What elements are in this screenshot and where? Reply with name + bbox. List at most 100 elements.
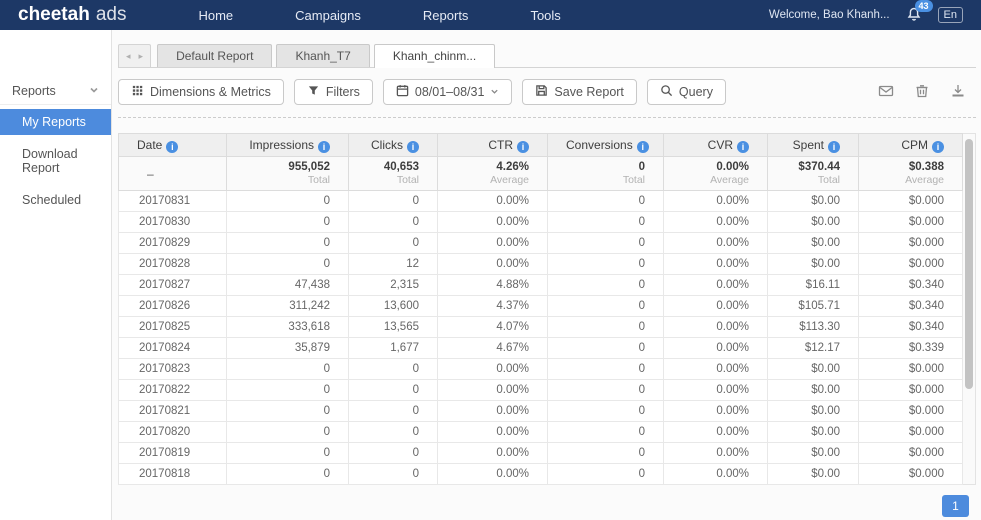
email-report-button[interactable] bbox=[878, 83, 894, 102]
date-cell: 20170818 bbox=[118, 463, 227, 485]
main-content: ◂ ▸ Default Report Khanh_T7 Khanh_chinm.… bbox=[112, 30, 981, 520]
table-row: 20170822 0 0 0.00% 0 0.00% $0.00 $0.000 bbox=[118, 379, 963, 401]
save-report-button[interactable]: Save Report bbox=[522, 79, 637, 105]
summary-cell: 0.00% Average bbox=[663, 156, 768, 191]
date-cell: 20170823 bbox=[118, 358, 227, 380]
column-label: Date bbox=[137, 137, 163, 152]
metric-cell: $0.340 bbox=[858, 274, 963, 296]
date-range-label: 08/01–08/31 bbox=[414, 85, 485, 99]
metric-cell: 4.88% bbox=[437, 274, 548, 296]
info-icon[interactable] bbox=[636, 140, 649, 153]
column-label: Clicks bbox=[371, 137, 403, 152]
column-header-clicks[interactable]: Clicks bbox=[348, 133, 438, 157]
metric-cell: 0.00% bbox=[437, 358, 548, 380]
metric-cell: 0.00% bbox=[437, 421, 548, 443]
metric-cell: 311,242 bbox=[226, 295, 349, 317]
notifications-button[interactable]: 43 bbox=[906, 0, 933, 25]
column-header-impressions[interactable]: Impressions bbox=[226, 133, 349, 157]
metric-cell: 0.00% bbox=[437, 400, 548, 422]
metric-cell: 0 bbox=[547, 295, 664, 317]
column-header-cvr[interactable]: CVR bbox=[663, 133, 768, 157]
info-icon[interactable] bbox=[932, 140, 944, 153]
sidebar-section-reports[interactable]: Reports bbox=[0, 78, 111, 105]
nav-item-tools[interactable]: Tools bbox=[530, 7, 561, 23]
table-summary-row: – 955,052 Total 40,653 Total 4.26% Average … bbox=[118, 156, 963, 191]
info-icon[interactable] bbox=[318, 140, 330, 153]
metric-cell: 4.07% bbox=[437, 316, 548, 338]
metric-cell: 0 bbox=[547, 442, 664, 464]
metric-cell: 0 bbox=[547, 211, 664, 233]
metric-cell: $0.00 bbox=[767, 211, 859, 233]
info-icon[interactable] bbox=[737, 140, 749, 153]
tab-khanh-chinm[interactable]: Khanh_chinm... bbox=[373, 44, 496, 68]
dimensions-metrics-button[interactable]: Dimensions & Metrics bbox=[118, 79, 284, 105]
filters-button[interactable]: Filters bbox=[293, 79, 373, 105]
sidebar-item-scheduled[interactable]: Scheduled bbox=[22, 193, 82, 207]
tab-scroll-left-icon[interactable]: ◂ bbox=[126, 50, 131, 61]
filter-funnel-icon bbox=[307, 84, 320, 100]
summary-label: Total bbox=[817, 174, 840, 186]
table-header-row: Date Impressions Clicks CTR Conversions … bbox=[118, 133, 963, 157]
summary-value: 0 bbox=[638, 161, 645, 173]
metric-cell: $0.000 bbox=[858, 358, 963, 380]
metric-cell: $0.000 bbox=[858, 442, 963, 464]
metric-cell: $0.000 bbox=[858, 379, 963, 401]
page-1-button[interactable]: 1 bbox=[942, 495, 969, 517]
metric-cell: $0.000 bbox=[858, 253, 963, 275]
app-logo[interactable]: cheetah ads bbox=[18, 4, 126, 26]
logo-text-light: ads bbox=[95, 4, 127, 25]
column-header-spent[interactable]: Spent bbox=[767, 133, 859, 157]
sidebar-item-my-reports[interactable]: My Reports bbox=[0, 109, 111, 135]
metric-cell: $0.00 bbox=[767, 463, 859, 485]
date-cell: 20170828 bbox=[118, 253, 227, 275]
nav-item-reports[interactable]: Reports bbox=[422, 7, 469, 23]
language-selector[interactable]: En bbox=[937, 7, 963, 23]
metric-cell: 13,565 bbox=[348, 316, 438, 338]
column-header-conversions[interactable]: Conversions bbox=[547, 133, 664, 157]
notification-count-badge: 43 bbox=[914, 0, 933, 12]
delete-report-button[interactable] bbox=[914, 83, 930, 102]
summary-value: 4.26% bbox=[496, 161, 529, 173]
table-vertical-scrollbar bbox=[963, 133, 976, 485]
date-cell: 20170820 bbox=[118, 421, 227, 443]
date-cell: 20170830 bbox=[118, 211, 227, 233]
metric-cell: 0.00% bbox=[663, 442, 768, 464]
tab-scroll-arrows: ◂ ▸ bbox=[118, 44, 152, 67]
download-report-button[interactable] bbox=[950, 83, 966, 102]
metric-cell: $0.00 bbox=[767, 400, 859, 422]
column-label: Impressions bbox=[249, 137, 314, 152]
info-icon[interactable] bbox=[166, 140, 179, 153]
info-icon[interactable] bbox=[407, 140, 419, 153]
metric-cell: 0.00% bbox=[663, 232, 768, 254]
table-row: 20170820 0 0 0.00% 0 0.00% $0.00 $0.000 bbox=[118, 421, 963, 443]
metric-cell: 0 bbox=[348, 463, 438, 485]
info-icon[interactable] bbox=[828, 140, 840, 153]
query-button[interactable]: Query bbox=[646, 79, 726, 105]
column-header-date[interactable]: Date bbox=[118, 133, 227, 157]
metric-cell: 0.00% bbox=[663, 358, 768, 380]
metric-cell: 0 bbox=[226, 211, 349, 233]
column-header-ctr[interactable]: CTR bbox=[437, 133, 548, 157]
metric-cell: 1,677 bbox=[348, 337, 438, 359]
table-row: 20170823 0 0 0.00% 0 0.00% $0.00 $0.000 bbox=[118, 358, 963, 380]
date-range-picker[interactable]: 08/01–08/31 bbox=[382, 79, 513, 105]
summary-label: Average bbox=[905, 174, 944, 186]
summary-cell: 4.26% Average bbox=[437, 156, 548, 191]
metric-cell: 47,438 bbox=[226, 274, 349, 296]
nav-item-home[interactable]: Home bbox=[198, 7, 234, 23]
metric-cell: 12 bbox=[348, 253, 438, 275]
nav-item-campaigns[interactable]: Campaigns bbox=[295, 7, 361, 23]
info-icon[interactable] bbox=[517, 140, 529, 153]
column-header-cpm[interactable]: CPM bbox=[858, 133, 963, 157]
tab-scroll-right-icon[interactable]: ▸ bbox=[138, 50, 144, 61]
scrollbar-thumb[interactable] bbox=[965, 139, 973, 389]
summary-cell: $0.388 Average bbox=[858, 156, 963, 191]
sidebar-item-download-report[interactable]: Download Report bbox=[22, 147, 78, 175]
tab-default-report[interactable]: Default Report bbox=[157, 44, 273, 67]
metric-cell: 0 bbox=[226, 442, 349, 464]
tab-khanh-t7[interactable]: Khanh_T7 bbox=[276, 44, 370, 67]
table-row: 20170821 0 0 0.00% 0 0.00% $0.00 $0.000 bbox=[118, 400, 963, 422]
table-row: 20170819 0 0 0.00% 0 0.00% $0.00 $0.000 bbox=[118, 442, 963, 464]
welcome-user-menu[interactable]: Welcome, Bao Khanh... bbox=[768, 9, 890, 21]
chevron-down-icon bbox=[490, 85, 499, 99]
